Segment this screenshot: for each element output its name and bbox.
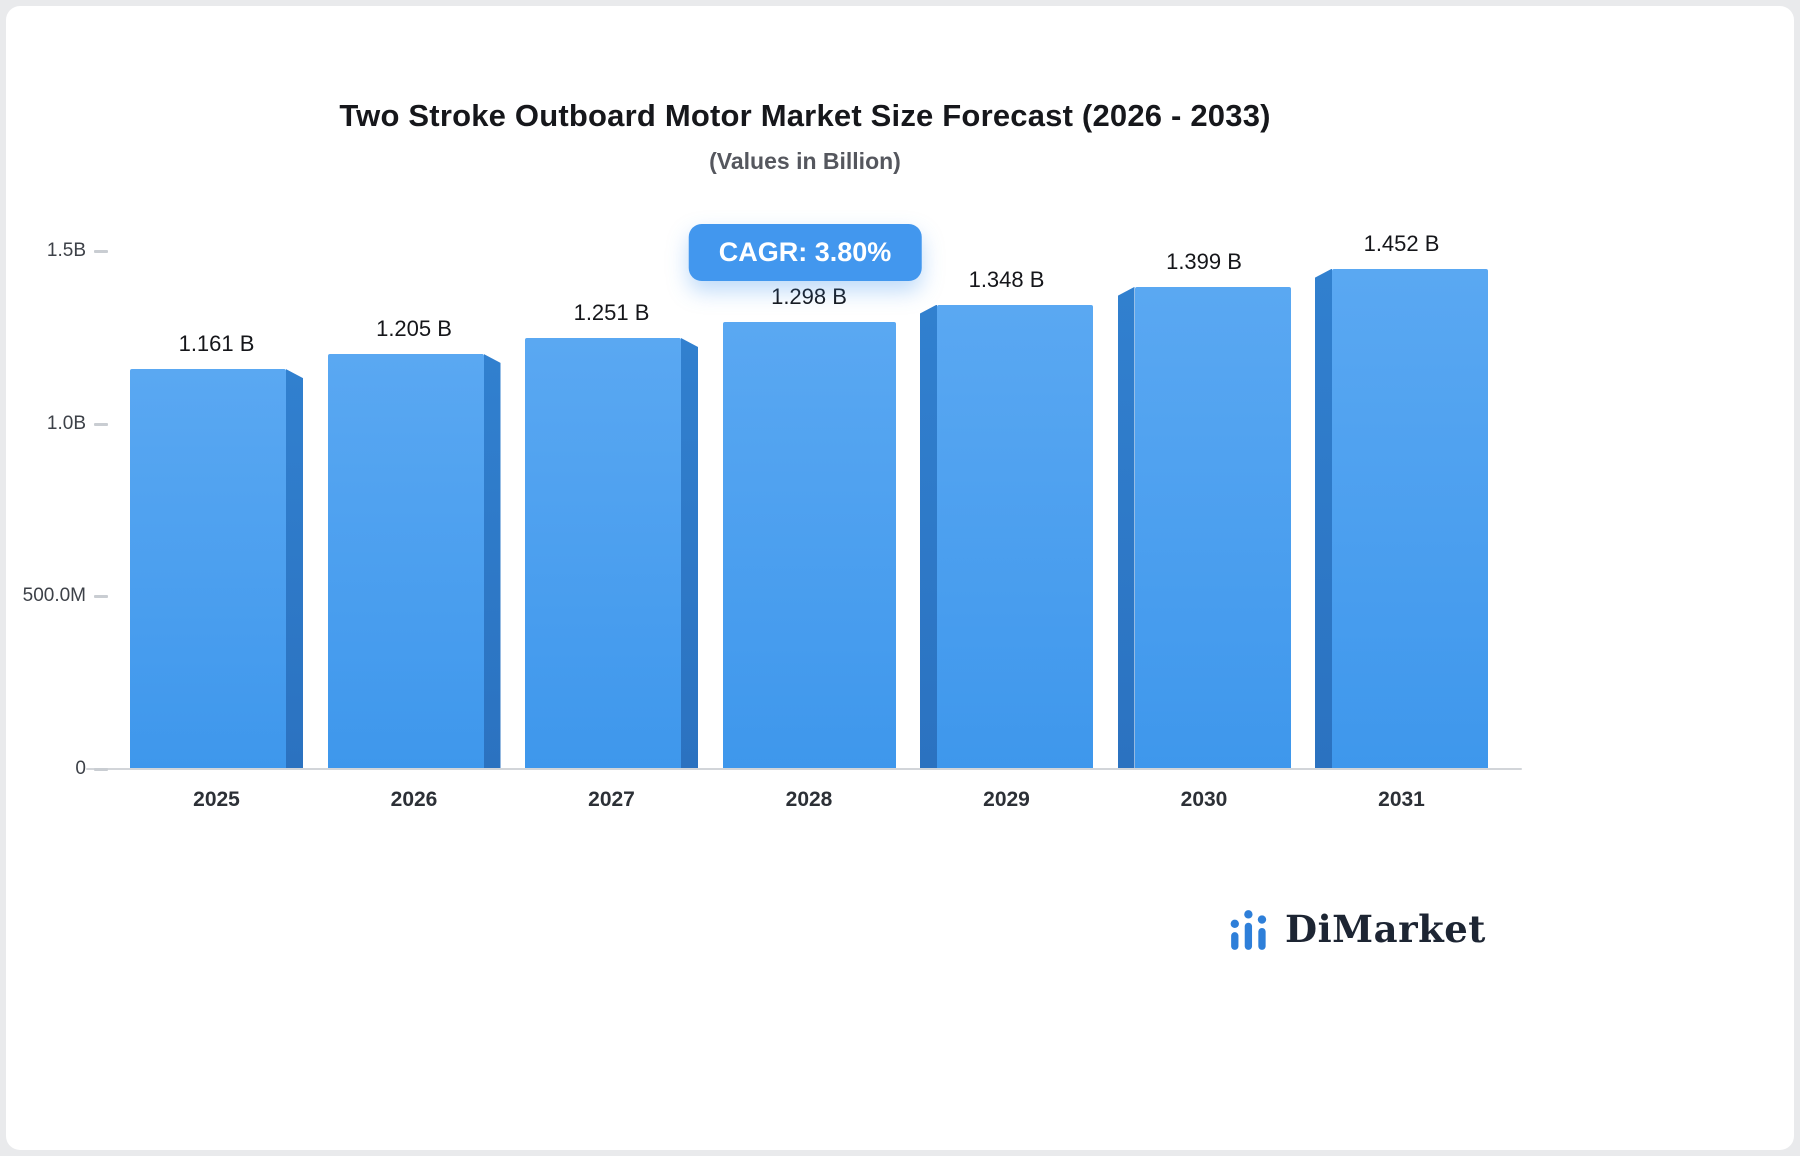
brand-logo: DiMarket [1228,906,1486,952]
brand-name: DiMarket [1285,907,1486,951]
bar-value-label: 1.348 B [968,266,1045,292]
bar-side-face [1315,268,1332,770]
bar [525,338,681,770]
y-axis-tick-mark [94,595,108,599]
bar-value-label: 1.251 B [573,300,650,325]
bar [937,304,1093,770]
bar [1134,286,1291,770]
bar-value-label: 1.298 B [771,283,847,309]
x-axis-label-2029: 2029 [983,788,1030,811]
chart-title: Two Stroke Outboard Motor Market Size Fo… [339,98,1271,133]
y-axis-tick-label: 1.5B [46,240,86,261]
y-axis-tick-label: 0 [75,758,86,779]
plot-area: 1.161 B 1.205 B 1.251 B 1.298 B 1.348 B 1.399… [0,231,1800,770]
x-axis-label-2026: 2026 [390,788,438,811]
x-axis-line [86,768,1522,770]
y-axis-tick-mark [94,768,108,771]
bar-group-2025: 1.161 B [130,252,303,770]
y-axis-tick-mark [94,422,108,426]
x-axis-label-2030: 2030 [1180,788,1228,811]
bar-value-label: 1.161 B [178,331,255,357]
bar [327,353,484,770]
bar [722,321,896,770]
cagr-badge: CAGR: 3.80% [688,224,922,281]
y-axis-tick-label: 1.0B [46,412,86,434]
bar-side-face [681,338,698,770]
bar-group-2029: 1.348 B [920,252,1093,770]
chart-card [6,6,1794,1150]
bar-side-face [1117,286,1135,770]
y-axis-tick-label: 500.0M [22,585,86,607]
bar-group-2027: 1.251 B [525,252,698,770]
bar-group-2030: 1.399 B [1117,248,1291,770]
chart-subtitle: (Values in Billion) [709,148,901,174]
bar-chart-logo-icon [1230,910,1267,950]
y-axis-tick-mark [94,250,108,253]
bar-group-2031: 1.452 B [1315,231,1488,770]
bar-value-label: 1.205 B [376,315,452,341]
x-axis-label-2028: 2028 [785,788,833,811]
bar-side-face [286,369,303,770]
bar [130,369,286,770]
bar-side-face [483,353,501,770]
x-axis-label-2025: 2025 [193,788,240,811]
bar-value-label: 1.399 B [1166,248,1242,274]
bar-side-face [920,304,937,770]
x-axis-label-2031: 2031 [1378,788,1425,811]
bar-group-2028: 1.298 B [722,252,896,770]
x-axis-label-2027: 2027 [588,788,635,811]
bar [1332,268,1488,770]
bar-group-2026: 1.205 B [327,252,501,770]
bar-value-label: 1.452 B [1363,230,1440,256]
